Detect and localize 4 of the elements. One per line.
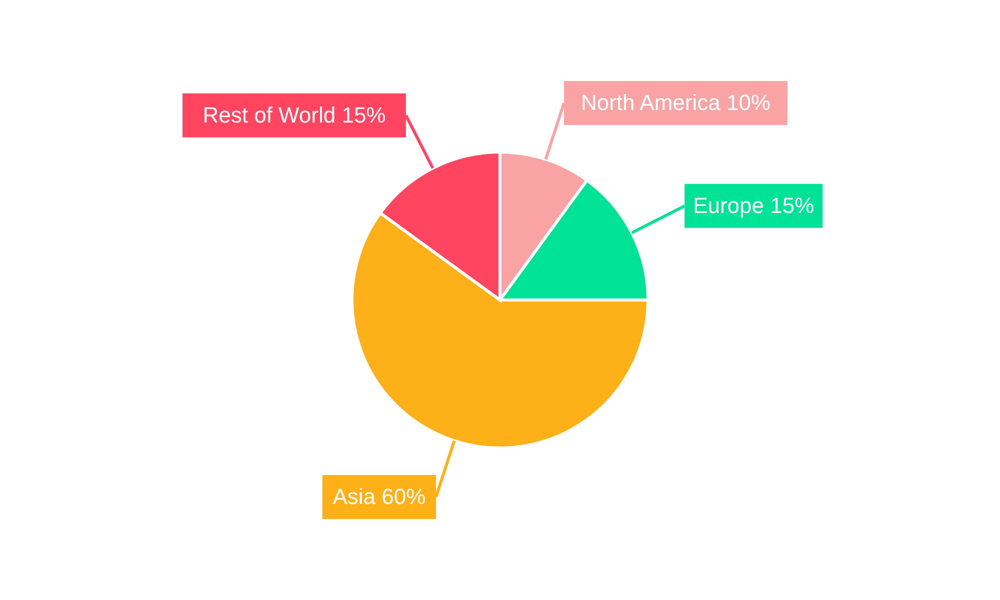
slice-label: Asia 60%	[332, 484, 426, 510]
slice-label: Rest of World 15%	[202, 102, 386, 128]
slice-label: North America 10%	[580, 90, 770, 115]
slice-label: Europe 15%	[693, 192, 814, 218]
